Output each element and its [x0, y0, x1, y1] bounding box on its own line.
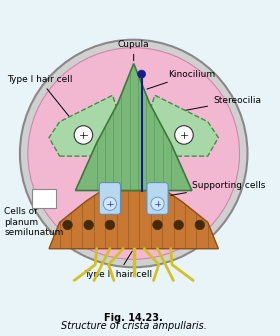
Circle shape — [105, 220, 115, 230]
Text: Supporting cells: Supporting cells — [171, 181, 265, 195]
FancyBboxPatch shape — [32, 189, 56, 208]
Polygon shape — [144, 95, 218, 156]
Circle shape — [174, 220, 183, 230]
Circle shape — [20, 40, 248, 267]
Text: Stereocilia: Stereocilia — [184, 96, 261, 111]
Circle shape — [153, 220, 162, 230]
Text: Fig. 14.23.: Fig. 14.23. — [104, 313, 163, 323]
Polygon shape — [49, 191, 218, 249]
Circle shape — [138, 70, 146, 78]
Circle shape — [175, 126, 193, 144]
FancyBboxPatch shape — [147, 182, 168, 214]
Text: Type I hair cell: Type I hair cell — [7, 75, 74, 122]
Text: Type II hair cell: Type II hair cell — [84, 251, 152, 279]
Polygon shape — [49, 95, 123, 156]
Text: Kinocilium: Kinocilium — [147, 70, 215, 89]
Text: Structure of crista ampullaris.: Structure of crista ampullaris. — [61, 321, 207, 331]
Circle shape — [74, 126, 93, 144]
Polygon shape — [76, 64, 192, 191]
Text: Cupula: Cupula — [118, 40, 150, 61]
FancyBboxPatch shape — [99, 182, 120, 214]
Circle shape — [195, 220, 205, 230]
Circle shape — [84, 220, 94, 230]
Circle shape — [103, 197, 116, 210]
Circle shape — [28, 48, 239, 259]
Text: Cells of
planum
semilunatum: Cells of planum semilunatum — [4, 204, 63, 237]
Circle shape — [63, 220, 72, 230]
Circle shape — [151, 197, 164, 210]
